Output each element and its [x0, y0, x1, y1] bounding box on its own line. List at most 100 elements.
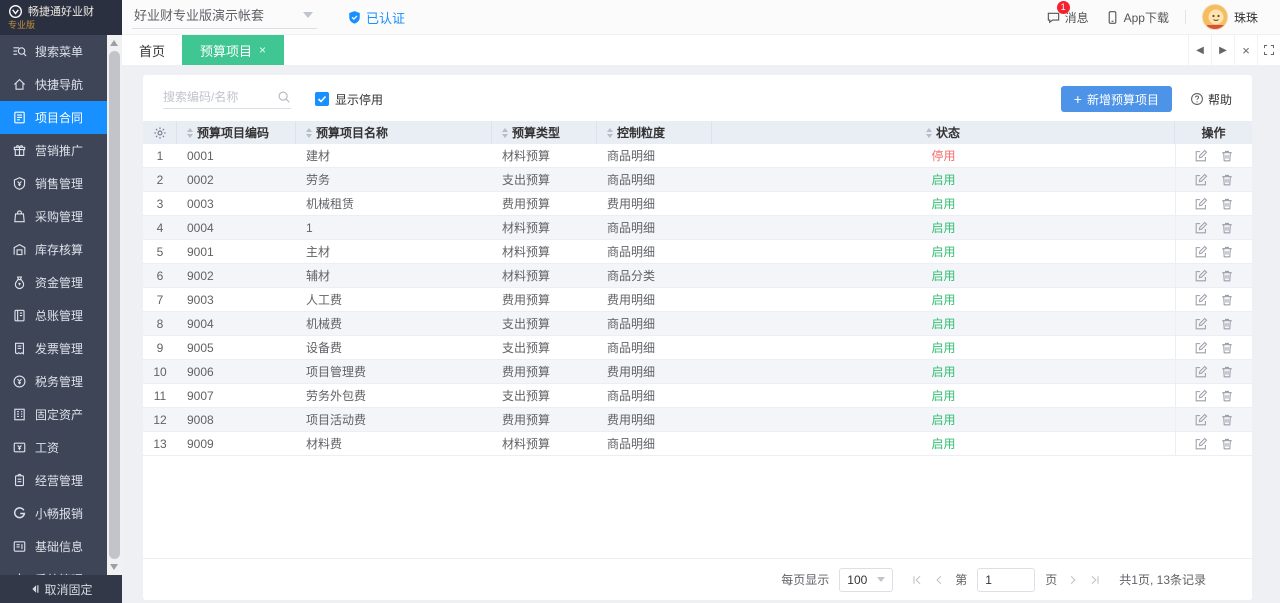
sidebar-item-ledger[interactable]: 总账管理 [0, 299, 107, 332]
app-download-button[interactable]: App下载 [1105, 9, 1169, 26]
table-row[interactable]: 7 9003 人工费 费用预算 费用明细 启用 [143, 288, 1252, 312]
table-row[interactable]: 5 9001 主材 材料预算 商品明细 启用 [143, 240, 1252, 264]
edit-button[interactable] [1194, 413, 1208, 427]
edit-button[interactable] [1194, 317, 1208, 331]
delete-button[interactable] [1220, 269, 1234, 283]
show-disabled-checkbox[interactable]: 显示停用 [315, 91, 383, 108]
sidebar-item-baseinfo[interactable]: 基础信息 [0, 530, 107, 563]
search-input[interactable] [163, 89, 267, 104]
fullscreen-button[interactable] [1257, 35, 1280, 65]
table-row[interactable]: 1 0001 建材 材料预算 商品明细 停用 [143, 144, 1252, 168]
table-row[interactable]: 8 9004 机械费 支出预算 商品明细 启用 [143, 312, 1252, 336]
edit-button[interactable] [1194, 269, 1208, 283]
sort-icon[interactable] [925, 127, 932, 138]
delete-button[interactable] [1220, 437, 1234, 451]
delete-button[interactable] [1220, 173, 1234, 187]
sort-icon[interactable] [607, 127, 613, 138]
edit-button[interactable] [1194, 341, 1208, 355]
table-row[interactable]: 10 9006 项目管理费 费用预算 费用明细 启用 [143, 360, 1252, 384]
delete-button[interactable] [1220, 365, 1234, 379]
sidebar-item-marketing[interactable]: 营销推广 [0, 134, 107, 167]
delete-button[interactable] [1220, 245, 1234, 259]
scroll-up-icon[interactable] [110, 40, 118, 46]
help-button[interactable]: 帮助 [1190, 91, 1232, 108]
sidebar-item-search[interactable]: 搜索菜单 [0, 35, 107, 68]
sidebar-item-nav[interactable]: 快捷导航 [0, 68, 107, 101]
delete-button[interactable] [1220, 293, 1234, 307]
sidebar-item-operation[interactable]: 经营管理 [0, 464, 107, 497]
sidebar-item-contract[interactable]: 项目合同 [0, 101, 107, 134]
sidebar-item-invoice[interactable]: 发票管理 [0, 332, 107, 365]
search-box[interactable] [163, 89, 291, 109]
user-menu[interactable]: 珠珠 [1201, 4, 1258, 30]
tab-home[interactable]: 首页 [122, 35, 182, 65]
delete-button[interactable] [1220, 389, 1234, 403]
delete-button[interactable] [1220, 149, 1234, 163]
sidebar-item-payroll[interactable]: 工资 [0, 431, 107, 464]
table-row[interactable]: 12 9008 项目活动费 费用预算 费用明细 启用 [143, 408, 1252, 432]
messages-button[interactable]: 消息 1 [1046, 0, 1089, 26]
edit-button[interactable] [1194, 149, 1208, 163]
sidebar-scrollbar[interactable] [107, 35, 122, 575]
header-type[interactable]: 预算类型 [492, 121, 597, 144]
header-name[interactable]: 预算项目名称 [296, 121, 492, 144]
certified-badge[interactable]: 已认证 [347, 8, 405, 27]
sidebar-item-funds[interactable]: 资金管理 [0, 266, 107, 299]
delete-button[interactable] [1220, 413, 1234, 427]
table-row[interactable]: 2 0002 劳务 支出预算 商品明细 启用 [143, 168, 1252, 192]
table-row[interactable]: 4 0004 1 材料预算 商品明细 启用 [143, 216, 1252, 240]
table-row[interactable]: 11 9007 劳务外包费 支出预算 商品明细 启用 [143, 384, 1252, 408]
tab-close-all-button[interactable]: × [1234, 35, 1257, 65]
table-row[interactable]: 3 0003 机械租赁 费用预算 费用明细 启用 [143, 192, 1252, 216]
edit-button[interactable] [1194, 197, 1208, 211]
tab-budget-project[interactable]: 预算项目 × [182, 35, 285, 65]
unpin-sidebar-button[interactable]: 取消固定 [0, 575, 122, 603]
header-code[interactable]: 预算项目编码 [177, 121, 296, 144]
sort-icon[interactable] [187, 127, 193, 138]
add-budget-project-button[interactable]: + 新增预算项目 [1060, 86, 1172, 112]
delete-button[interactable] [1220, 221, 1234, 235]
table-row[interactable]: 9 9005 设备费 支出预算 商品明细 启用 [143, 336, 1252, 360]
sidebar-item-tax[interactable]: 税务管理 [0, 365, 107, 398]
scrollbar-thumb[interactable] [109, 51, 120, 559]
table-row[interactable]: 6 9002 辅材 材料预算 商品分类 启用 [143, 264, 1252, 288]
page-number-input[interactable] [977, 567, 1036, 592]
tab-scroll-right-button[interactable]: ▶ [1211, 35, 1234, 65]
checkbox-checked-icon[interactable] [315, 92, 329, 106]
next-page-button[interactable] [1067, 574, 1079, 586]
edit-button[interactable] [1194, 173, 1208, 187]
delete-button[interactable] [1220, 197, 1234, 211]
edit-button[interactable] [1194, 293, 1208, 307]
sidebar-item-inventory[interactable]: 库存核算 [0, 233, 107, 266]
sidebar-item-purchase[interactable]: 采购管理 [0, 200, 107, 233]
sort-icon[interactable] [502, 127, 508, 138]
baseinfo-icon [12, 539, 27, 554]
header-status[interactable]: 状态 [712, 121, 1175, 144]
sort-icon[interactable] [306, 127, 312, 138]
delete-button[interactable] [1220, 317, 1234, 331]
column-settings-button[interactable] [143, 121, 177, 144]
first-page-button[interactable] [911, 574, 923, 586]
prev-page-button[interactable] [933, 574, 945, 586]
edit-button[interactable] [1194, 437, 1208, 451]
tab-scroll-left-button[interactable]: ◀ [1188, 35, 1211, 65]
sidebar-item-reimburse[interactable]: 小畅报销 [0, 497, 107, 530]
edit-button[interactable] [1194, 389, 1208, 403]
account-select[interactable]: 好业财专业版演示帐套 [132, 5, 317, 29]
delete-button[interactable] [1220, 341, 1234, 355]
status-badge: 启用 [931, 173, 956, 187]
sidebar-item-system[interactable]: 系统管理 [0, 563, 107, 575]
record-count-label: 共1页, 13条记录 [1119, 573, 1206, 587]
sidebar-item-assets[interactable]: 固定资产 [0, 398, 107, 431]
per-page-select[interactable]: 100 [839, 567, 894, 592]
edit-button[interactable] [1194, 245, 1208, 259]
last-page-button[interactable] [1089, 574, 1101, 586]
scroll-down-icon[interactable] [110, 564, 118, 570]
sidebar-item-sales[interactable]: 销售管理 [0, 167, 107, 200]
tab-close-icon[interactable]: × [259, 43, 267, 57]
header-granularity[interactable]: 控制粒度 [597, 121, 712, 144]
edit-button[interactable] [1194, 221, 1208, 235]
edit-button[interactable] [1194, 365, 1208, 379]
chevron-down-icon [303, 11, 313, 18]
table-row[interactable]: 13 9009 材料费 材料预算 商品明细 启用 [143, 432, 1252, 456]
